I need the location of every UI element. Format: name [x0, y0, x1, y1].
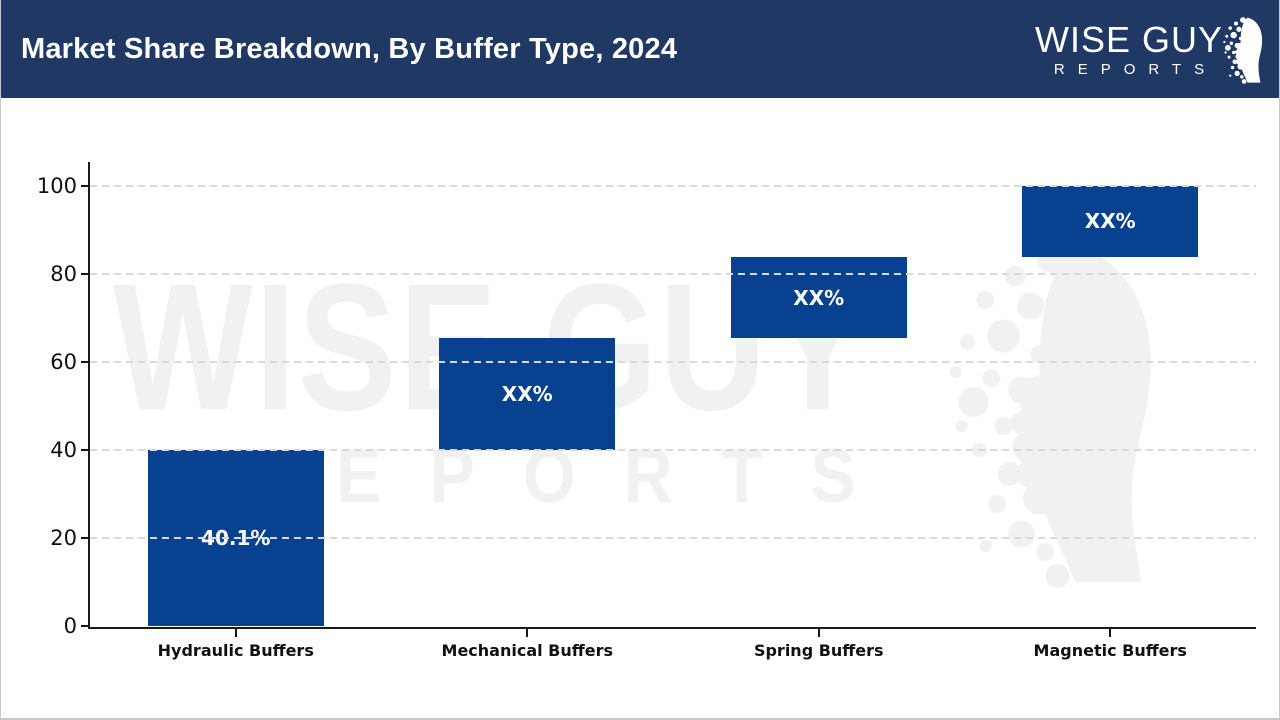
category-label-1: Mechanical Buffers — [441, 641, 613, 660]
y-tick-label-0: 0 — [63, 614, 77, 638]
y-tick-40 — [81, 449, 88, 451]
brand-face-icon — [1223, 17, 1263, 84]
y-tick-20 — [81, 537, 88, 539]
y-tick-80 — [81, 273, 88, 275]
header-band: Market Share Breakdown, By Buffer Type, … — [1, 0, 1279, 98]
y-axis — [88, 162, 90, 629]
brand-logo: WISE GUY REPORTS — [1035, 8, 1265, 90]
x-tick-2 — [817, 629, 820, 637]
y-tick-label-20: 20 — [50, 526, 77, 550]
brand-logo-text: WISE GUY REPORTS — [1034, 18, 1223, 78]
bar-spring-buffers: XX% — [730, 256, 907, 339]
category-label-3: Magnetic Buffers — [1033, 641, 1187, 660]
x-tick-3 — [1109, 629, 1112, 637]
brand-wordmark: WISE GUY — [1034, 18, 1223, 60]
y-tick-label-60: 60 — [50, 350, 77, 374]
category-label-0: Hydraulic Buffers — [157, 641, 314, 660]
y-tick-label-40: 40 — [50, 438, 77, 462]
bar-value-label: XX% — [1084, 209, 1136, 234]
category-label-2: Spring Buffers — [753, 641, 884, 660]
y-tick-60 — [81, 361, 88, 363]
y-tick-label-100: 100 — [36, 174, 77, 198]
y-tick-100 — [81, 185, 88, 187]
x-axis — [88, 627, 1256, 629]
bar-value-label: XX% — [793, 285, 845, 310]
y-tick-0 — [81, 625, 88, 627]
bar-value-label: XX% — [501, 381, 553, 406]
x-tick-0 — [234, 629, 237, 637]
x-tick-1 — [526, 629, 529, 637]
bar-mechanical-buffers: XX% — [439, 338, 616, 450]
y-tick-label-80: 80 — [50, 262, 77, 286]
brand-reports-text: REPORTS — [1053, 60, 1218, 78]
chart-title: Market Share Breakdown, By Buffer Type, … — [21, 32, 678, 65]
